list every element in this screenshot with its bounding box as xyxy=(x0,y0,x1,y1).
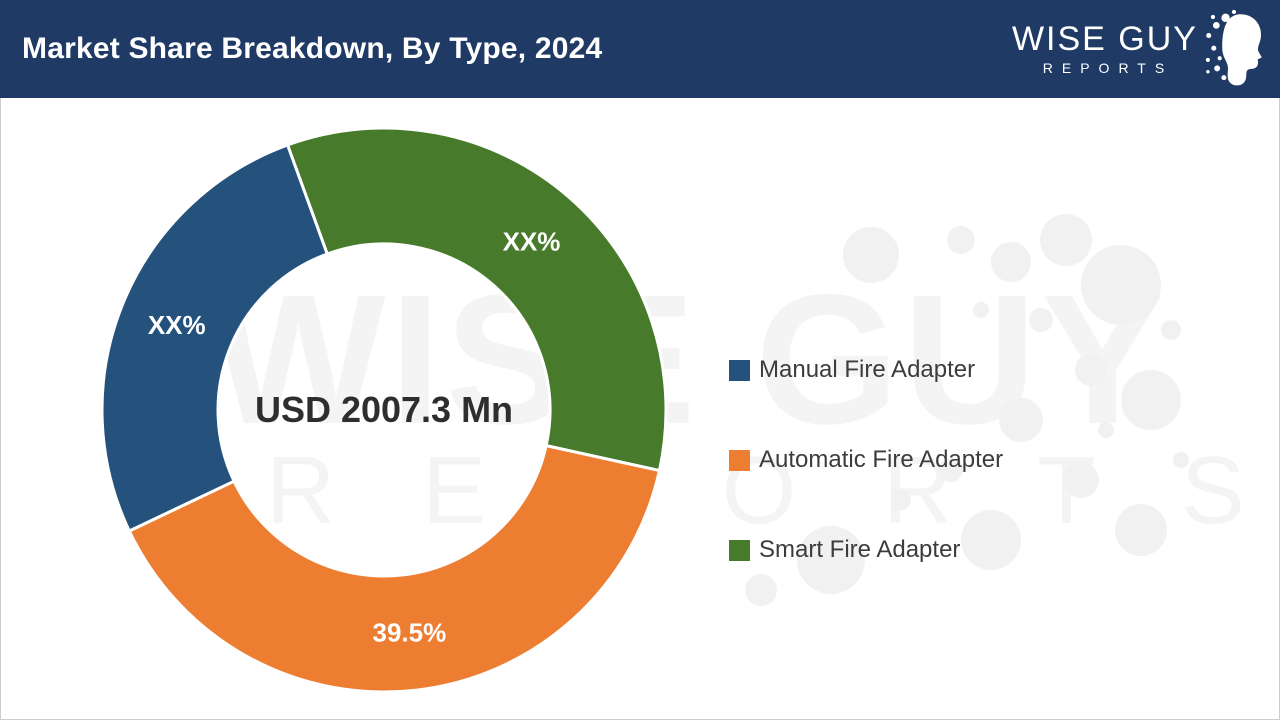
slice-label: 39.5% xyxy=(372,618,446,648)
slice-label: XX% xyxy=(148,310,206,340)
legend-label: Manual Fire Adapter xyxy=(759,356,976,383)
legend-item-smart: Smart Fire Adapter xyxy=(729,535,1003,565)
header-bar: Market Share Breakdown, By Type, 2024 WI… xyxy=(0,0,1280,98)
donut-slice-smart-fire-adapter xyxy=(285,126,668,473)
slice-label: XX% xyxy=(503,226,561,256)
donut-chart: XX% 39.5% XX% xyxy=(100,126,668,694)
legend-swatch-icon xyxy=(729,449,750,471)
brand-text: WISE GUY REPORTS xyxy=(1012,22,1198,76)
donut-slice-automatic-fire-adapter xyxy=(127,443,662,694)
legend-item-automatic: Automatic Fire Adapter xyxy=(729,445,1003,475)
legend-swatch-icon xyxy=(729,359,750,381)
brand-face-icon xyxy=(1205,9,1262,86)
chart-area: WISE GUY R E P O R T S XX% 39.5% XX% USD 2… xyxy=(0,98,1280,720)
legend-label: Smart Fire Adapter xyxy=(759,536,961,563)
chart-center-value: USD 2007.3 Mn xyxy=(254,389,514,430)
legend-swatch-icon xyxy=(729,539,750,561)
page-title: Market Share Breakdown, By Type, 2024 xyxy=(22,32,603,65)
watermark-face-dots xyxy=(745,214,1189,606)
donut-slice-manual-fire-adapter xyxy=(100,143,330,533)
brand-name: WISE GUY xyxy=(1011,20,1198,58)
brand-tagline: REPORTS xyxy=(1042,60,1174,76)
legend-item-manual: Manual Fire Adapter xyxy=(729,355,1003,385)
brand-logo: WISE GUY REPORTS xyxy=(1012,6,1266,92)
chart-legend: Manual Fire Adapter Automatic Fire Adapt… xyxy=(729,355,1003,565)
legend-label: Automatic Fire Adapter xyxy=(759,446,1004,473)
